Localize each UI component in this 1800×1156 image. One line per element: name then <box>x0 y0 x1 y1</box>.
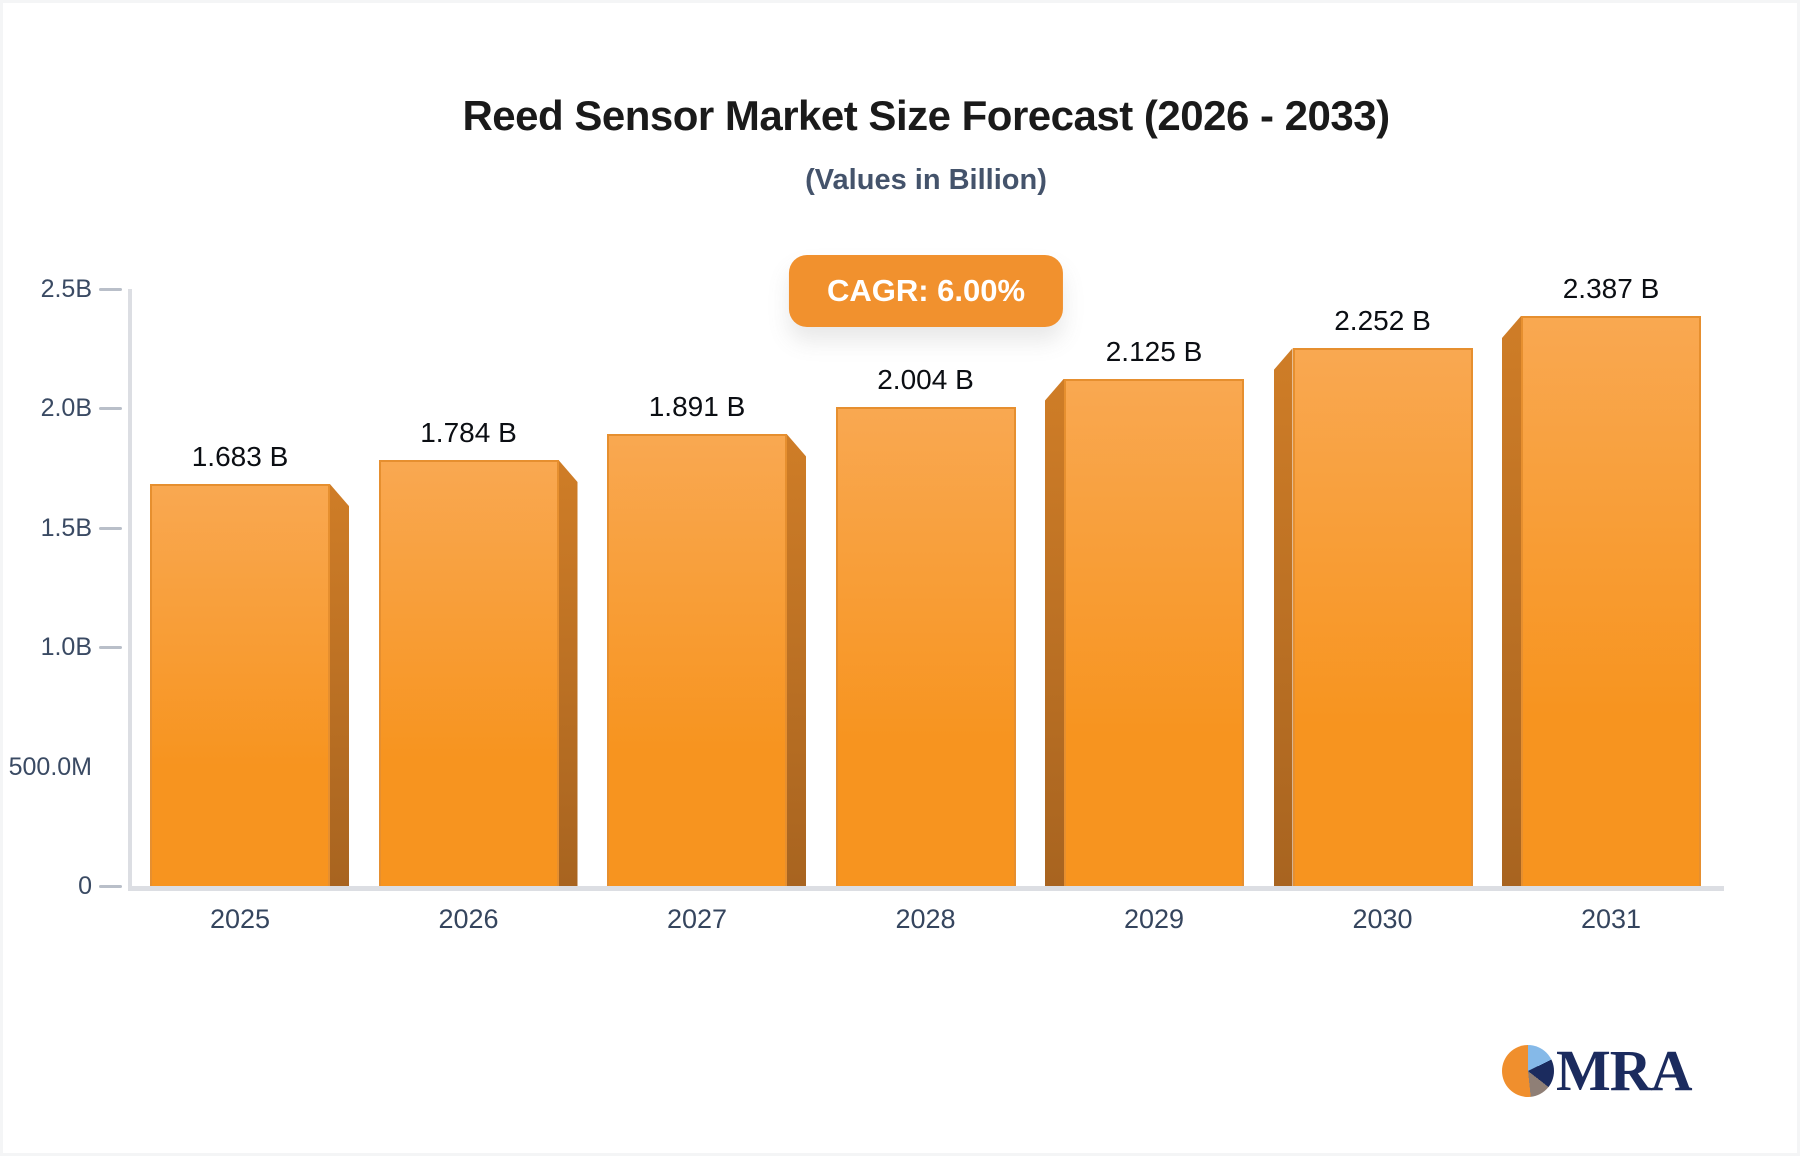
x-axis-label: 2029 <box>1123 904 1185 934</box>
bar-2031 <box>1521 315 1701 886</box>
brand-logo: MRA <box>1502 1038 1693 1103</box>
bar-value-label: 2.004 B <box>877 364 974 396</box>
bar-value-label: 1.784 B <box>420 416 517 448</box>
bar-value-label: 1.683 B <box>191 441 289 473</box>
bar-2028 <box>835 407 1016 886</box>
y-axis-tick-label: 500.0M <box>8 752 92 781</box>
y-axis-tick-label: 2.0B <box>40 394 92 423</box>
bar-2027 <box>607 434 787 886</box>
y-axis-tick-label: 1.5B <box>40 513 92 542</box>
y-axis-tick-mark <box>99 526 122 530</box>
x-axis-label: 2031 <box>1580 904 1642 934</box>
bar-side-face <box>330 484 349 886</box>
bar-value-label: 2.387 B <box>1562 272 1660 304</box>
x-axis-label: 2025 <box>209 904 271 934</box>
x-axis-label: 2030 <box>1352 904 1413 934</box>
cagr-badge: CAGR: 6.00% <box>788 255 1064 327</box>
bar-2029 <box>1064 378 1244 886</box>
bar-side-face <box>558 459 578 886</box>
x-axis-label: 2026 <box>438 904 499 934</box>
bar-2026 <box>378 459 559 886</box>
y-axis-tick-label: 2.5B <box>40 275 92 303</box>
x-axis-label: 2027 <box>666 904 728 934</box>
y-axis-line <box>128 289 132 891</box>
bar-side-face <box>1045 378 1064 886</box>
y-axis-tick-mark <box>99 646 122 650</box>
y-axis-tick-mark <box>99 407 122 411</box>
bar-side-face <box>1273 348 1293 886</box>
bar-2030 <box>1292 348 1473 886</box>
chart-title: Reed Sensor Market Size Forecast (2026 -… <box>462 92 1390 139</box>
bar-side-face <box>787 434 806 886</box>
y-axis-tick-mark <box>99 885 122 888</box>
bar-side-face <box>1502 315 1521 886</box>
bar-2025 <box>150 484 330 886</box>
bar-value-label: 2.252 B <box>1334 305 1431 337</box>
y-axis-tick-mark <box>99 288 122 291</box>
chart-subtitle: (Values in Billion) <box>805 164 1047 196</box>
x-axis-line <box>128 886 1724 891</box>
bar-value-label: 2.125 B <box>1105 335 1203 367</box>
bar-value-label: 1.891 B <box>648 391 746 423</box>
x-axis-label: 2028 <box>895 904 956 934</box>
y-axis-tick-label: 1.0B <box>40 633 92 662</box>
brand-logo-text: MRA <box>1556 1038 1693 1103</box>
pie-chart-logo-icon <box>1502 1045 1554 1097</box>
y-axis-tick-label: 0 <box>78 872 92 900</box>
